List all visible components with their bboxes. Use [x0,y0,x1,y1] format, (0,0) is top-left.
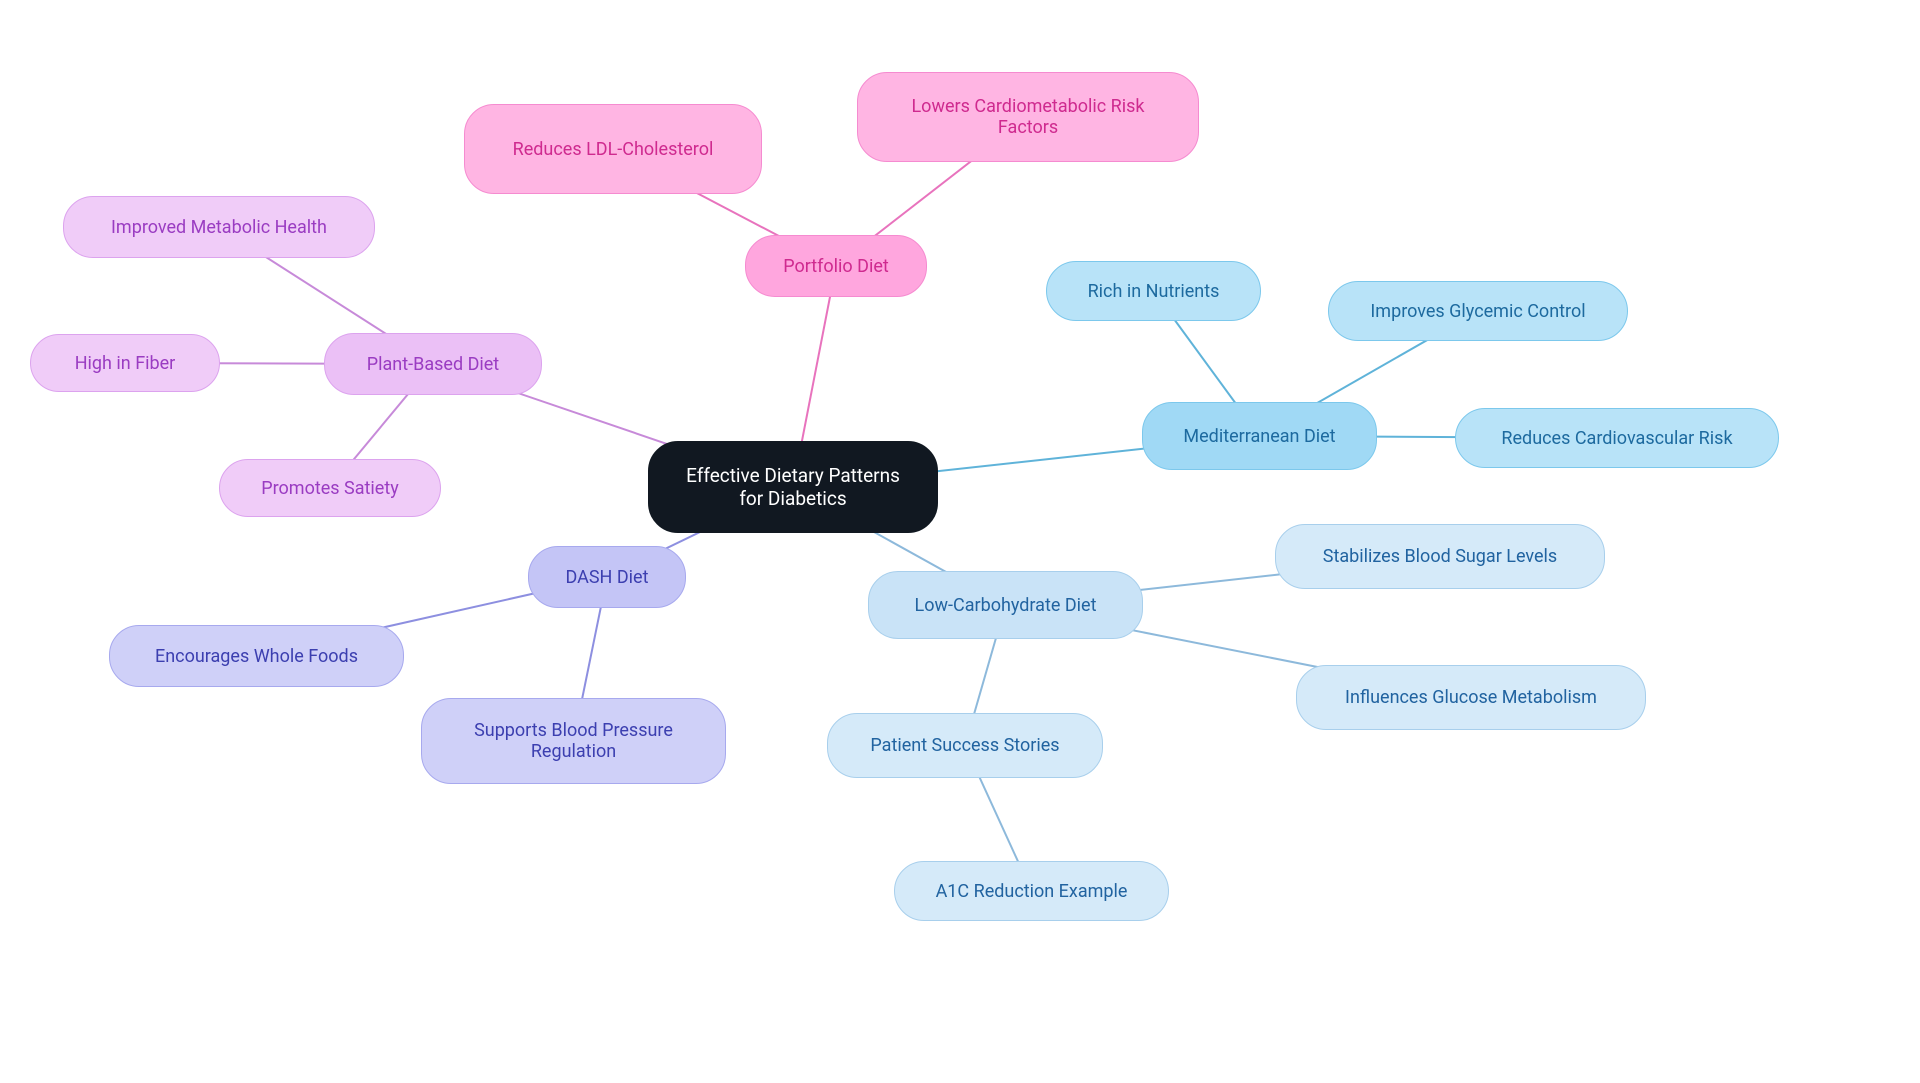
node-med3: Reduces Cardiovascular Risk [1455,408,1779,468]
node-label: Plant-Based Diet [367,354,499,375]
node-plant3: Promotes Satiety [219,459,441,517]
node-lowcarb2: Influences Glucose Metabolism [1296,665,1646,730]
node-label: Mediterranean Diet [1183,426,1335,447]
node-label: Effective Dietary Patterns for Diabetics [673,464,913,510]
node-dash1: Encourages Whole Foods [109,625,404,687]
node-label: Supports Blood Pressure Regulation [446,720,701,762]
node-plant2: High in Fiber [30,334,220,392]
node-center: Effective Dietary Patterns for Diabetics [648,441,938,533]
node-dash2: Supports Blood Pressure Regulation [421,698,726,784]
node-label: Lowers Cardiometabolic Risk Factors [882,96,1174,138]
node-lowcarb3: Patient Success Stories [827,713,1103,778]
node-port2: Lowers Cardiometabolic Risk Factors [857,72,1199,162]
node-label: Reduces Cardiovascular Risk [1501,428,1732,449]
node-label: Low-Carbohydrate Diet [915,595,1097,616]
node-label: Patient Success Stories [870,735,1059,756]
node-lowcarb1: Stabilizes Blood Sugar Levels [1275,524,1605,589]
node-label: A1C Reduction Example [936,881,1128,902]
node-label: Rich in Nutrients [1088,281,1220,302]
node-med1: Rich in Nutrients [1046,261,1261,321]
node-plant: Plant-Based Diet [324,333,542,395]
node-lowcarb: Low-Carbohydrate Diet [868,571,1143,639]
node-med2: Improves Glycemic Control [1328,281,1628,341]
node-label: Stabilizes Blood Sugar Levels [1323,546,1557,567]
node-dash: DASH Diet [528,546,686,608]
node-label: Portfolio Diet [783,256,889,277]
node-label: Reduces LDL-Cholesterol [513,139,714,160]
node-label: Promotes Satiety [261,478,398,499]
node-port1: Reduces LDL-Cholesterol [464,104,762,194]
node-label: Encourages Whole Foods [155,646,358,667]
node-label: Improved Metabolic Health [111,217,327,238]
node-label: Improves Glycemic Control [1370,301,1585,322]
node-label: High in Fiber [75,353,176,374]
node-lowcarb4: A1C Reduction Example [894,861,1169,921]
node-plant1: Improved Metabolic Health [63,196,375,258]
node-port: Portfolio Diet [745,235,927,297]
node-label: DASH Diet [566,567,649,588]
node-med: Mediterranean Diet [1142,402,1377,470]
node-label: Influences Glucose Metabolism [1345,687,1597,708]
